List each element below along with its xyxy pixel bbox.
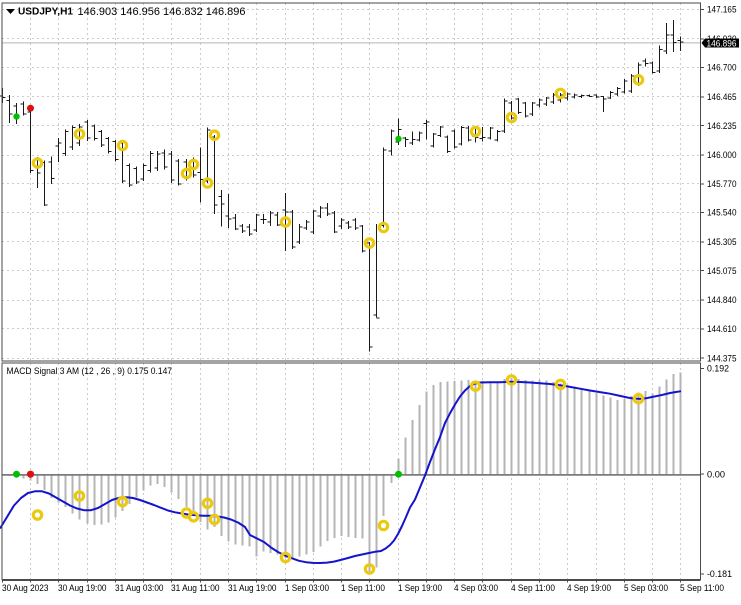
svg-text:30 Aug 2023: 30 Aug 2023 bbox=[2, 583, 49, 593]
svg-text:4 Sep 11:00: 4 Sep 11:00 bbox=[511, 583, 555, 593]
svg-text:USDJPY,H1: USDJPY,H1 bbox=[18, 6, 73, 18]
svg-text:MACD Signal 3 AM (12 , 26 , 9): MACD Signal 3 AM (12 , 26 , 9) 0.175 0.1… bbox=[7, 366, 173, 376]
svg-text:144.610: 144.610 bbox=[707, 324, 737, 334]
svg-text:4 Sep 19:00: 4 Sep 19:00 bbox=[567, 583, 611, 593]
svg-text:0.00: 0.00 bbox=[707, 469, 725, 479]
svg-text:146.235: 146.235 bbox=[707, 121, 737, 131]
svg-text:146.465: 146.465 bbox=[707, 92, 737, 102]
svg-text:147.165: 147.165 bbox=[707, 5, 737, 15]
svg-text:145.305: 145.305 bbox=[707, 237, 737, 247]
svg-text:146.903 146.956 146.832 146.89: 146.903 146.956 146.832 146.896 bbox=[78, 6, 246, 18]
svg-text:145.770: 145.770 bbox=[707, 179, 737, 189]
svg-text:1 Sep 03:00: 1 Sep 03:00 bbox=[285, 583, 329, 593]
svg-text:1 Sep 11:00: 1 Sep 11:00 bbox=[341, 583, 385, 593]
svg-text:4 Sep 03:00: 4 Sep 03:00 bbox=[454, 583, 498, 593]
svg-text:146.700: 146.700 bbox=[707, 63, 737, 73]
svg-text:1 Sep 19:00: 1 Sep 19:00 bbox=[398, 583, 442, 593]
svg-text:144.375: 144.375 bbox=[707, 353, 737, 363]
svg-text:144.840: 144.840 bbox=[707, 295, 737, 305]
svg-text:31 Aug 11:00: 31 Aug 11:00 bbox=[171, 583, 220, 593]
svg-text:31 Aug 19:00: 31 Aug 19:00 bbox=[228, 583, 277, 593]
svg-text:31 Aug 03:00: 31 Aug 03:00 bbox=[115, 583, 164, 593]
svg-text:146.000: 146.000 bbox=[707, 150, 737, 160]
svg-text:145.075: 145.075 bbox=[707, 266, 737, 276]
svg-text:145.540: 145.540 bbox=[707, 208, 737, 218]
svg-text:-0.181: -0.181 bbox=[707, 569, 732, 579]
svg-text:146.896: 146.896 bbox=[707, 38, 737, 48]
svg-text:5 Sep 03:00: 5 Sep 03:00 bbox=[624, 583, 668, 593]
svg-text:5 Sep 11:00: 5 Sep 11:00 bbox=[680, 583, 724, 593]
svg-text:0.192: 0.192 bbox=[707, 364, 729, 374]
svg-text:30 Aug 19:00: 30 Aug 19:00 bbox=[58, 583, 107, 593]
